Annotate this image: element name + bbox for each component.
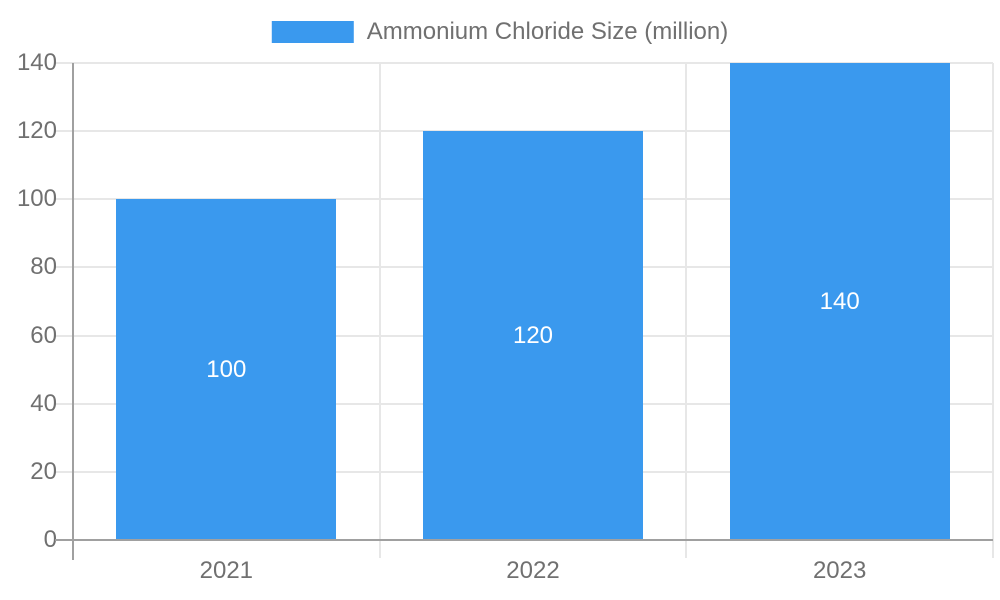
bar-2023[interactable]: 140 xyxy=(729,63,950,540)
y-axis-tick-label: 80 xyxy=(30,253,57,281)
x-axis-label-2023: 2023 xyxy=(812,557,867,584)
bar-2022[interactable]: 120 xyxy=(423,131,643,540)
x-axis-label-2022: 2022 xyxy=(506,557,560,584)
y-axis-tick-label: 20 xyxy=(30,457,57,485)
y-axis-tick xyxy=(55,266,73,269)
legend-label: Ammonium Chloride Size (million) xyxy=(366,18,729,45)
y-axis-tick xyxy=(55,62,73,64)
x-axis-tick xyxy=(992,540,994,558)
legend-item[interactable]: Ammonium Chloride Size (million) xyxy=(271,18,729,45)
y-axis-tick xyxy=(55,470,73,473)
y-axis-tick-label: 120 xyxy=(16,117,57,145)
y-axis-tick xyxy=(55,198,73,201)
gridline-vertical xyxy=(378,63,381,540)
x-axis-label-2021: 2021 xyxy=(199,557,254,584)
y-axis-tick-label: 60 xyxy=(30,321,57,349)
y-axis-tick xyxy=(55,130,73,133)
y-axis-tick-label: 0 xyxy=(43,526,57,553)
gridline-horizontal xyxy=(73,62,993,64)
bar-value-label: 120 xyxy=(512,321,554,349)
gridline-vertical xyxy=(992,63,994,540)
x-axis-tick xyxy=(378,540,381,558)
gridline-vertical xyxy=(685,63,688,540)
x-axis-tick xyxy=(685,540,688,558)
x-axis-line xyxy=(55,539,993,541)
y-axis-tick xyxy=(55,334,73,337)
y-axis-tick xyxy=(55,402,73,405)
bar-value-label: 140 xyxy=(819,287,860,315)
bar-value-label: 100 xyxy=(206,355,247,383)
legend-marker-icon xyxy=(271,21,354,43)
y-axis-tick-label: 100 xyxy=(16,185,57,213)
y-axis-tick-label: 140 xyxy=(16,49,57,76)
bar-2021[interactable]: 100 xyxy=(116,199,337,540)
y-axis-tick-label: 40 xyxy=(30,389,57,417)
y-axis-line xyxy=(72,63,74,560)
